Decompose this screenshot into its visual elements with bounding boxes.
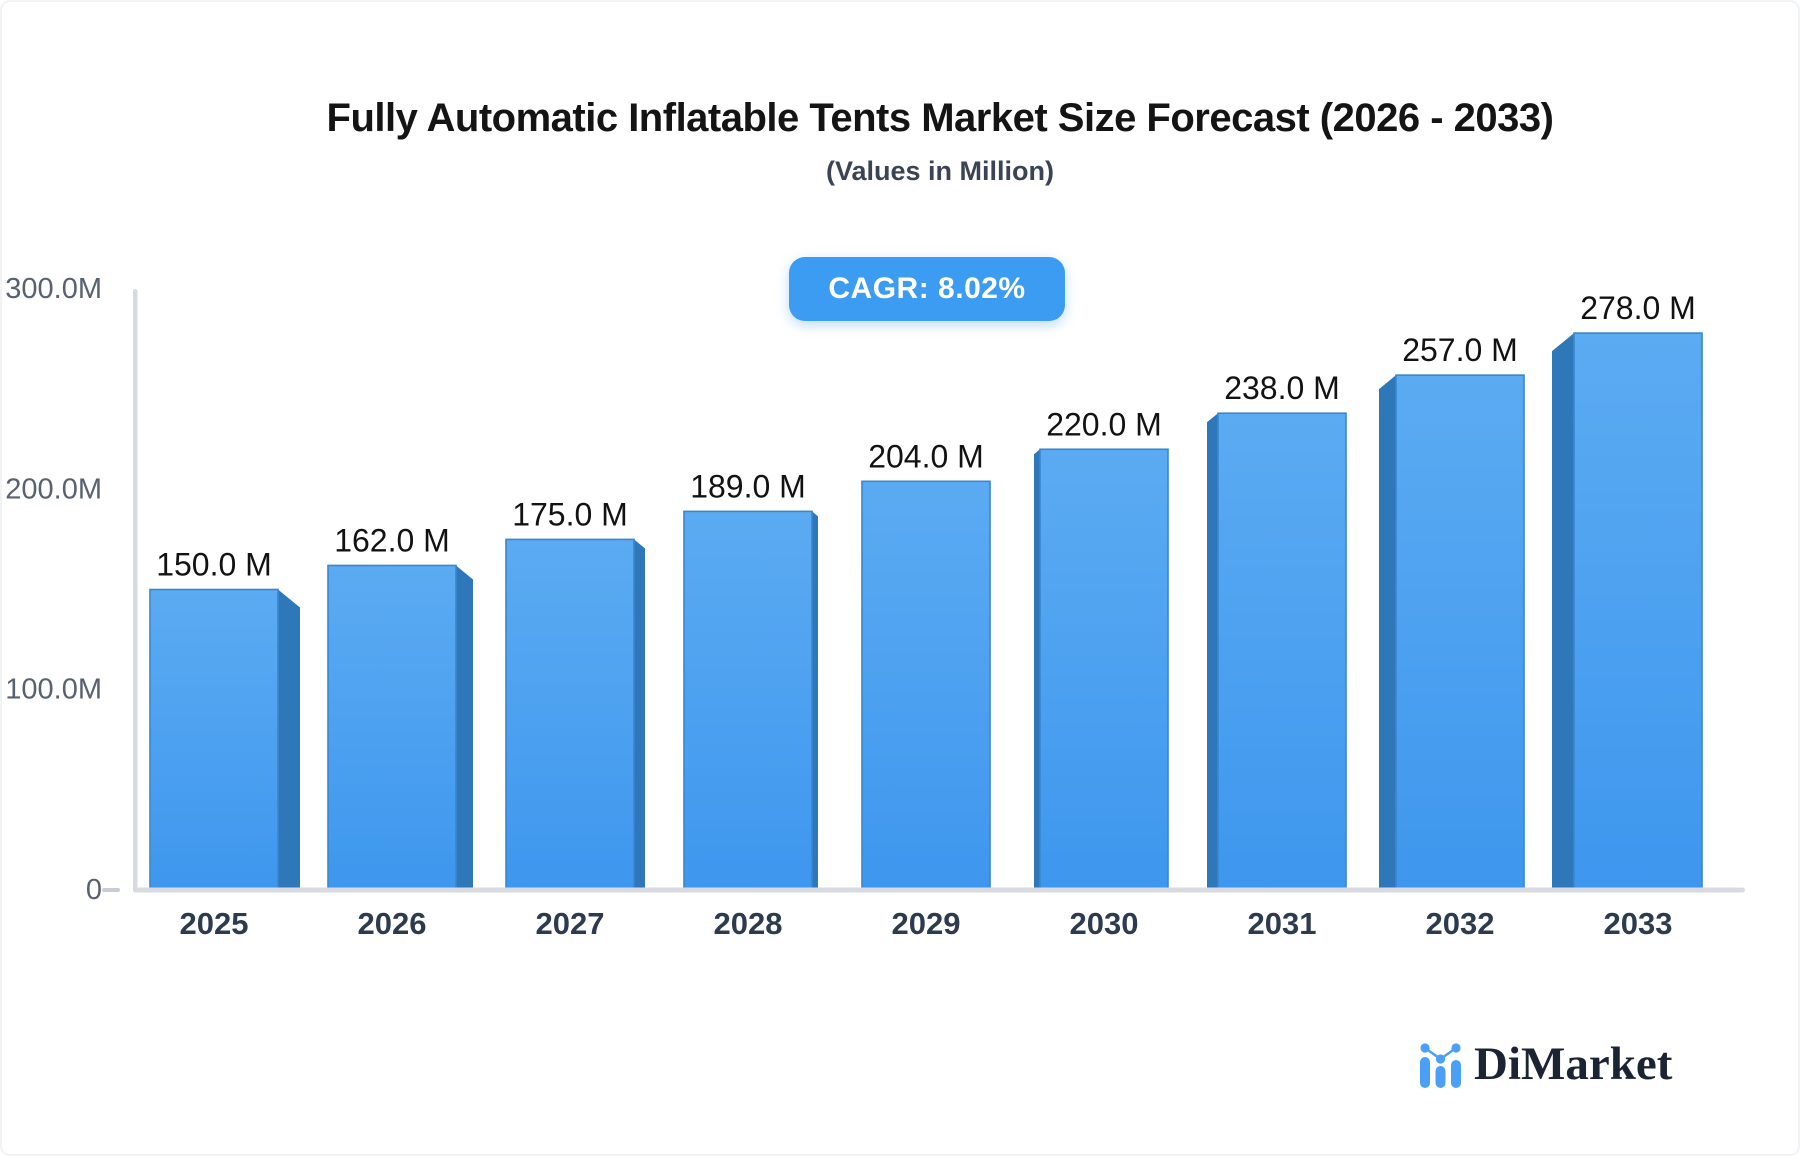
- y-axis-label: 200.0M: [5, 473, 102, 505]
- bar-value-label: 238.0 M: [1224, 370, 1340, 406]
- bar-2027: 175.0 M 2027: [505, 496, 645, 941]
- bar-2029: 204.0 M 2029: [861, 438, 991, 941]
- bar-value-label: 175.0 M: [512, 496, 628, 532]
- bar-side-face: [1379, 375, 1396, 891]
- x-axis-label: 2029: [892, 906, 961, 941]
- x-axis-label: 2027: [536, 906, 605, 941]
- bar-2033: 278.0 M 2033: [1552, 290, 1703, 941]
- x-axis-label: 2033: [1604, 906, 1673, 941]
- bar-value-label: 162.0 M: [334, 522, 450, 558]
- chart-subtitle: (Values in Million): [825, 156, 1055, 186]
- bar-side-face: [634, 539, 645, 890]
- y-axis-line: [133, 289, 138, 892]
- bar-value-label: 189.0 M: [690, 468, 806, 504]
- cagr-badge: CAGR: 8.02%: [789, 257, 1065, 321]
- y-axis-label: 100.0M: [5, 674, 102, 706]
- bar-side-face: [278, 589, 300, 890]
- x-axis-label: 2031: [1248, 906, 1317, 941]
- bar-front-face: [1217, 412, 1347, 891]
- bar-side-face: [812, 511, 818, 890]
- bar-2028: 189.0 M 2028: [683, 468, 818, 941]
- bar-2030: 220.0 M 2030: [1034, 406, 1169, 941]
- brand-logo: DiMarket: [1418, 1038, 1672, 1088]
- x-axis-label: 2030: [1070, 906, 1139, 941]
- chart-header: Fully Automatic Inflatable Tents Market …: [135, 94, 1745, 187]
- bar-value-label: 278.0 M: [1580, 290, 1696, 326]
- x-axis-label: 2032: [1426, 906, 1495, 941]
- bar-front-face: [1573, 332, 1703, 891]
- bar-value-label: 257.0 M: [1402, 332, 1518, 368]
- bar-side-face: [1207, 413, 1218, 890]
- bar-front-face: [1395, 374, 1525, 891]
- chart-title: Fully Automatic Inflatable Tents Market …: [326, 96, 1554, 140]
- bar-2026: 162.0 M 2026: [327, 522, 473, 941]
- zero-tick-mark: [102, 888, 120, 892]
- bar-2025: 150.0 M 2025: [149, 547, 300, 941]
- x-axis-label: 2028: [714, 906, 783, 941]
- bar-front-face: [683, 510, 813, 891]
- bar-2032: 257.0 M 2032: [1379, 332, 1525, 941]
- bar-front-face: [505, 538, 635, 891]
- x-axis-label: 2025: [180, 906, 249, 941]
- bar-chart-logo-icon: [1420, 1043, 1461, 1088]
- y-axis-label: 300.0M: [5, 273, 102, 305]
- bar-side-face: [1034, 449, 1040, 890]
- bar-value-label: 204.0 M: [868, 438, 984, 474]
- cagr-badge-label: CAGR: 8.02%: [828, 272, 1026, 305]
- y-axis-label: 0: [86, 874, 102, 906]
- bar-side-face: [1552, 333, 1574, 890]
- x-axis-label: 2026: [358, 906, 427, 941]
- bar-front-face: [149, 588, 279, 891]
- bar-value-label: 150.0 M: [156, 547, 272, 583]
- bar-side-face: [456, 565, 473, 890]
- bar-2031: 238.0 M 2031: [1207, 370, 1347, 941]
- x-axis-line: [133, 887, 1745, 893]
- bar-front-face: [1039, 448, 1169, 891]
- bar-front-face: [861, 480, 991, 891]
- brand-name: DiMarket: [1474, 1038, 1673, 1090]
- bar-value-label: 220.0 M: [1046, 406, 1162, 442]
- bar-front-face: [327, 564, 457, 891]
